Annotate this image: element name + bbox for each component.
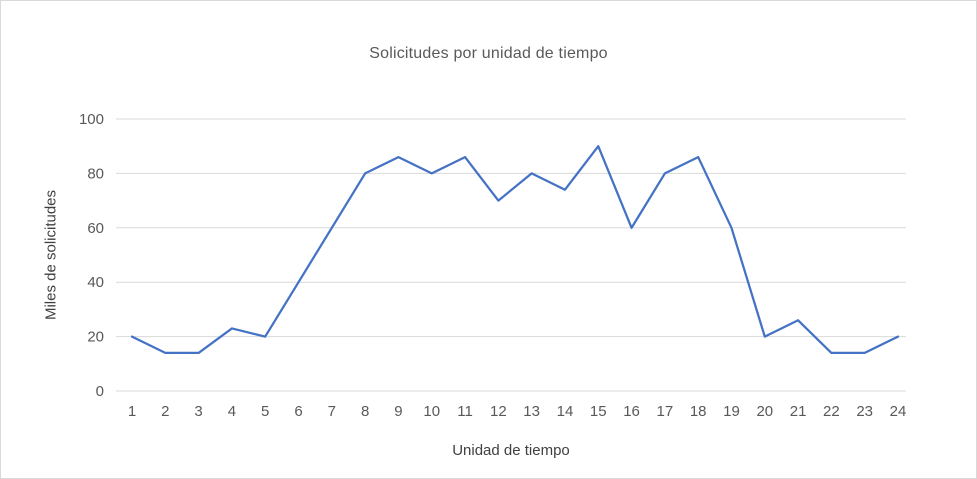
y-tick-label: 40	[87, 274, 104, 291]
y-axis-title: Miles de solicitudes	[42, 189, 60, 321]
x-tick-label: 24	[890, 403, 907, 420]
x-tick-label: 2	[161, 403, 169, 420]
x-tick-label: 9	[394, 403, 402, 420]
x-tick-label: 8	[361, 403, 369, 420]
x-tick-label: 13	[523, 403, 540, 420]
x-tick-label: 15	[590, 403, 607, 420]
x-tick-label: 21	[790, 403, 807, 420]
x-tick-label: 3	[194, 403, 202, 420]
y-tick-label: 80	[87, 165, 104, 182]
x-tick-label: 19	[723, 403, 740, 420]
x-tick-label: 17	[657, 403, 674, 420]
x-tick-label: 4	[228, 403, 236, 420]
chart-title: Solicitudes por unidad de tiempo	[369, 45, 608, 62]
x-axis-title: Unidad de tiempo	[452, 442, 570, 459]
series-line	[130, 145, 900, 355]
x-tick-label: 20	[756, 403, 773, 420]
gridlines	[116, 118, 906, 392]
x-tick-label: 6	[294, 403, 302, 420]
x-tick-label: 7	[328, 403, 336, 420]
y-tick-labels: 0 20 40 60 80 100	[79, 111, 104, 400]
x-tick-label: 22	[823, 403, 840, 420]
x-tick-label: 10	[423, 403, 440, 420]
x-tick-label: 5	[261, 403, 269, 420]
x-tick-label: 14	[557, 403, 574, 420]
y-tick-label: 0	[96, 383, 104, 400]
x-tick-label: 23	[856, 403, 873, 420]
y-tick-label: 60	[87, 220, 104, 237]
x-tick-label: 12	[490, 403, 507, 420]
x-tick-labels: 1 2 3 4 5 6 7 8 9 10 11 12 13 14 15 16 17 18 19 20 21 22 23 24	[128, 403, 907, 420]
x-tick-label: 11	[457, 403, 473, 420]
x-tick-label: 1	[128, 403, 136, 420]
y-tick-label: 100	[79, 111, 104, 128]
x-tick-label: 16	[623, 403, 640, 420]
y-tick-label: 20	[87, 329, 104, 346]
x-tick-label: 18	[690, 403, 707, 420]
